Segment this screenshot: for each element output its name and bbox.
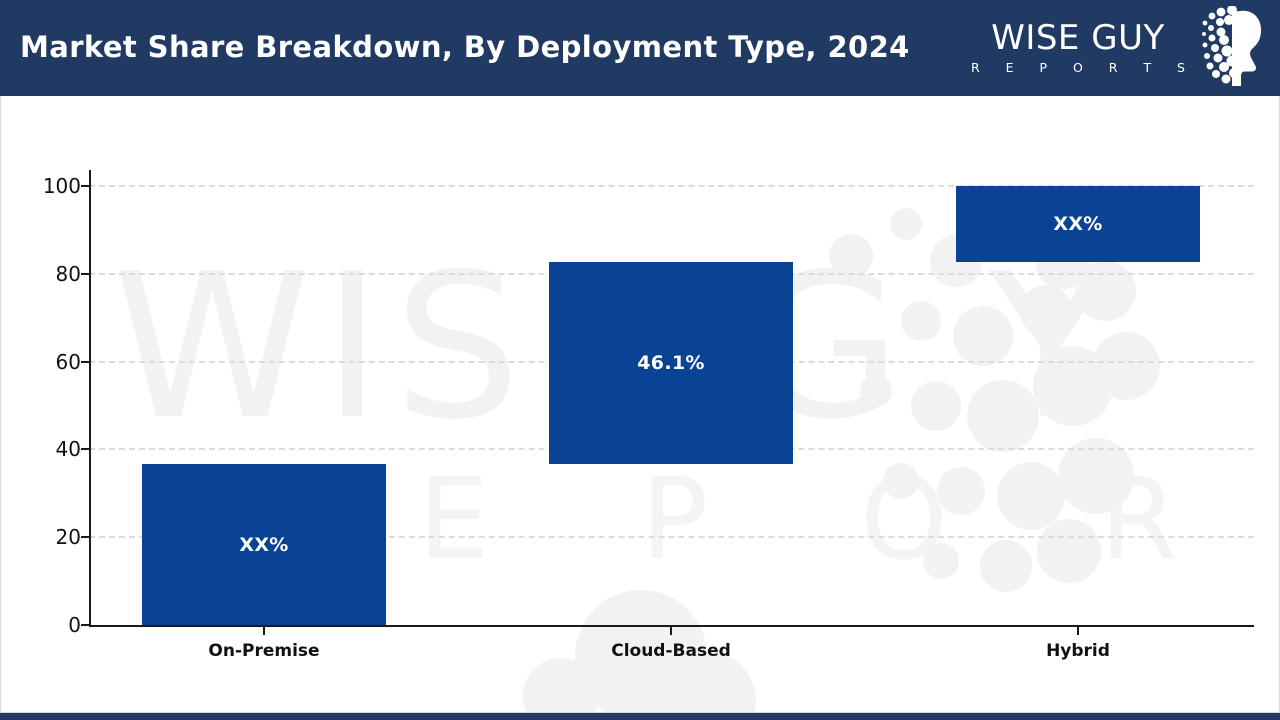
- bar-chart-plot: 0 20 40 60 80 100 XX% On-Premise 46.1% Cloud-Base…: [1, 96, 1279, 712]
- x-axis-line: [89, 625, 1254, 627]
- y-tick-mark: [81, 536, 89, 539]
- gridline-100: [89, 185, 1254, 187]
- y-tick-mark: [81, 272, 89, 275]
- x-tick-mark: [670, 627, 672, 635]
- category-label-on-premise: On-Premise: [208, 641, 320, 661]
- header: Market Share Breakdown, By Deployment Ty…: [0, 0, 1280, 96]
- chart-area: WISE G Y R E P O R T S: [0, 96, 1280, 713]
- y-axis-line: [89, 170, 91, 627]
- bar-hybrid: XX%: [956, 186, 1200, 262]
- y-tick-mark: [81, 360, 89, 363]
- y-tick-label: 0: [68, 613, 81, 637]
- x-tick-mark: [1077, 627, 1079, 635]
- logo-subtitle: R E P O R T S: [970, 59, 1196, 75]
- y-tick-label: 80: [55, 261, 81, 286]
- y-tick-mark: [81, 448, 89, 451]
- wiseguy-face-icon: [1198, 5, 1266, 90]
- bar-value-label: XX%: [1053, 212, 1103, 235]
- y-tick-label: 100: [42, 174, 81, 198]
- y-tick-label: 40: [55, 437, 81, 462]
- category-label-cloud-based: Cloud-Based: [611, 641, 731, 661]
- footer-bar: [0, 713, 1280, 720]
- gridline-20: [89, 536, 1254, 539]
- y-tick-mark: [81, 185, 89, 187]
- category-label-hybrid: Hybrid: [1046, 641, 1110, 661]
- y-tick-mark: [81, 624, 89, 626]
- logo-wordmark: WISE GUY: [991, 18, 1165, 59]
- y-tick-label: 20: [55, 525, 81, 550]
- logo-text: WISE GUY R E P O R T S: [960, 18, 1196, 75]
- bar-value-label: XX%: [239, 533, 289, 556]
- page-title: Market Share Breakdown, By Deployment Ty…: [20, 30, 910, 64]
- bar-cloud-based: 46.1%: [549, 261, 793, 465]
- bar-on-premise: XX%: [142, 464, 386, 625]
- x-tick-mark: [263, 627, 265, 635]
- bar-value-label: 46.1%: [637, 352, 705, 375]
- y-tick-label: 60: [55, 349, 81, 374]
- wiseguy-logo: WISE GUY R E P O R T S: [960, 5, 1266, 90]
